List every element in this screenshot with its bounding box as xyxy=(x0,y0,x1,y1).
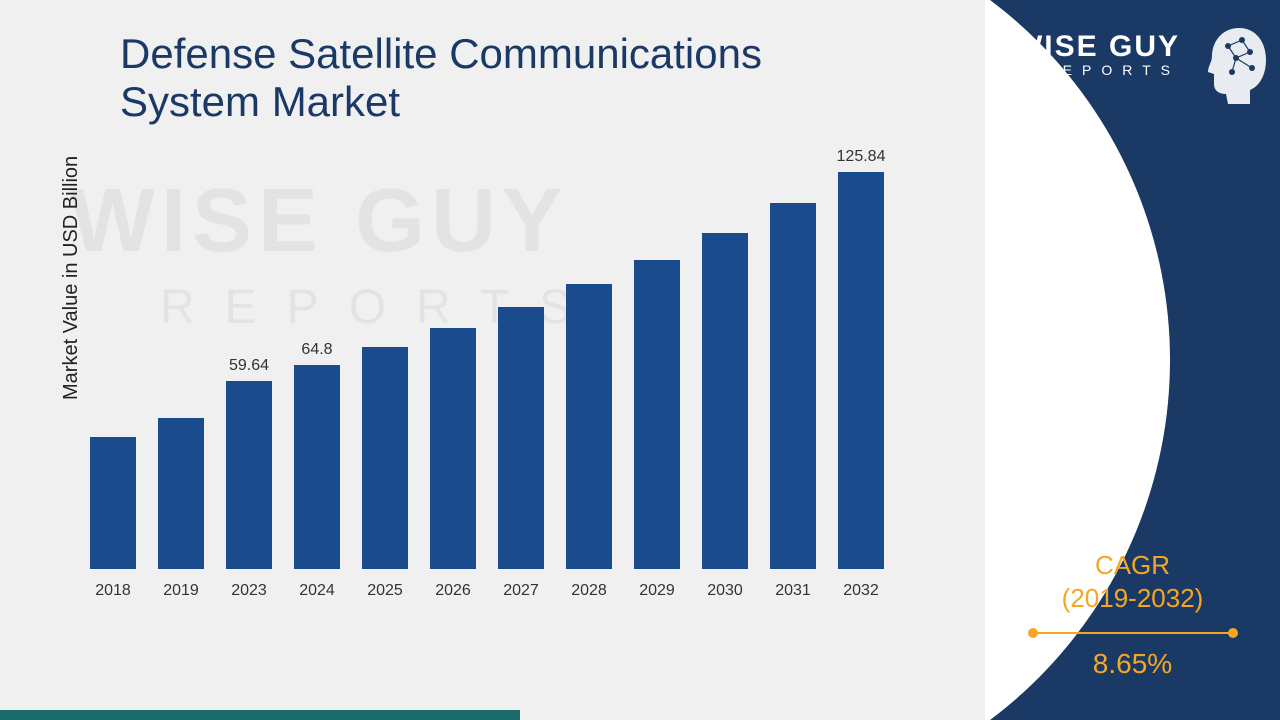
bar xyxy=(702,233,748,569)
plot-area: 59.6464.8125.84 xyxy=(90,160,910,570)
x-axis-ticks: 2018201920232024202520262027202820292030… xyxy=(90,576,910,600)
brain-head-icon xyxy=(1204,26,1274,106)
bottom-accent-bar xyxy=(0,710,520,720)
logo-line2: REPORTS xyxy=(1014,62,1180,78)
bar xyxy=(158,418,204,569)
bar xyxy=(226,381,272,569)
bar xyxy=(634,260,680,569)
x-tick: 2019 xyxy=(147,582,215,600)
bar xyxy=(90,437,136,569)
x-tick: 2024 xyxy=(283,582,351,600)
cagr-label: CAGR xyxy=(985,550,1280,581)
x-tick: 2029 xyxy=(623,582,691,600)
x-tick: 2018 xyxy=(79,582,147,600)
bar-value-label: 125.84 xyxy=(821,148,901,166)
x-tick: 2023 xyxy=(215,582,283,600)
bar xyxy=(498,307,544,569)
bar-value-label: 64.8 xyxy=(277,341,357,359)
cagr-value: 8.65% xyxy=(985,648,1280,680)
bar xyxy=(838,172,884,569)
x-tick: 2027 xyxy=(487,582,555,600)
x-tick: 2030 xyxy=(691,582,759,600)
x-tick: 2032 xyxy=(827,582,895,600)
x-tick: 2026 xyxy=(419,582,487,600)
x-tick: 2028 xyxy=(555,582,623,600)
bar-chart: 59.6464.8125.84 201820192023202420252026… xyxy=(90,160,910,600)
infographic-root: WISE GUY REPORTS Defense Satellite Commu… xyxy=(0,0,1280,720)
cagr-divider xyxy=(1033,632,1233,634)
bar xyxy=(362,347,408,569)
brand-logo: WISE GUY REPORTS xyxy=(1014,30,1180,78)
bar xyxy=(566,284,612,569)
logo-line1: WISE GUY xyxy=(1014,30,1180,64)
x-tick: 2031 xyxy=(759,582,827,600)
bar-value-label: 59.64 xyxy=(209,357,289,375)
cagr-range: (2019-2032) xyxy=(985,583,1280,614)
cagr-panel: CAGR (2019-2032) 8.65% xyxy=(985,550,1280,680)
bar xyxy=(770,203,816,569)
y-axis-label: Market Value in USD Billion xyxy=(60,156,83,400)
bar xyxy=(430,328,476,569)
bar xyxy=(294,365,340,569)
x-tick: 2025 xyxy=(351,582,419,600)
page-title: Defense Satellite Communications System … xyxy=(120,30,860,127)
